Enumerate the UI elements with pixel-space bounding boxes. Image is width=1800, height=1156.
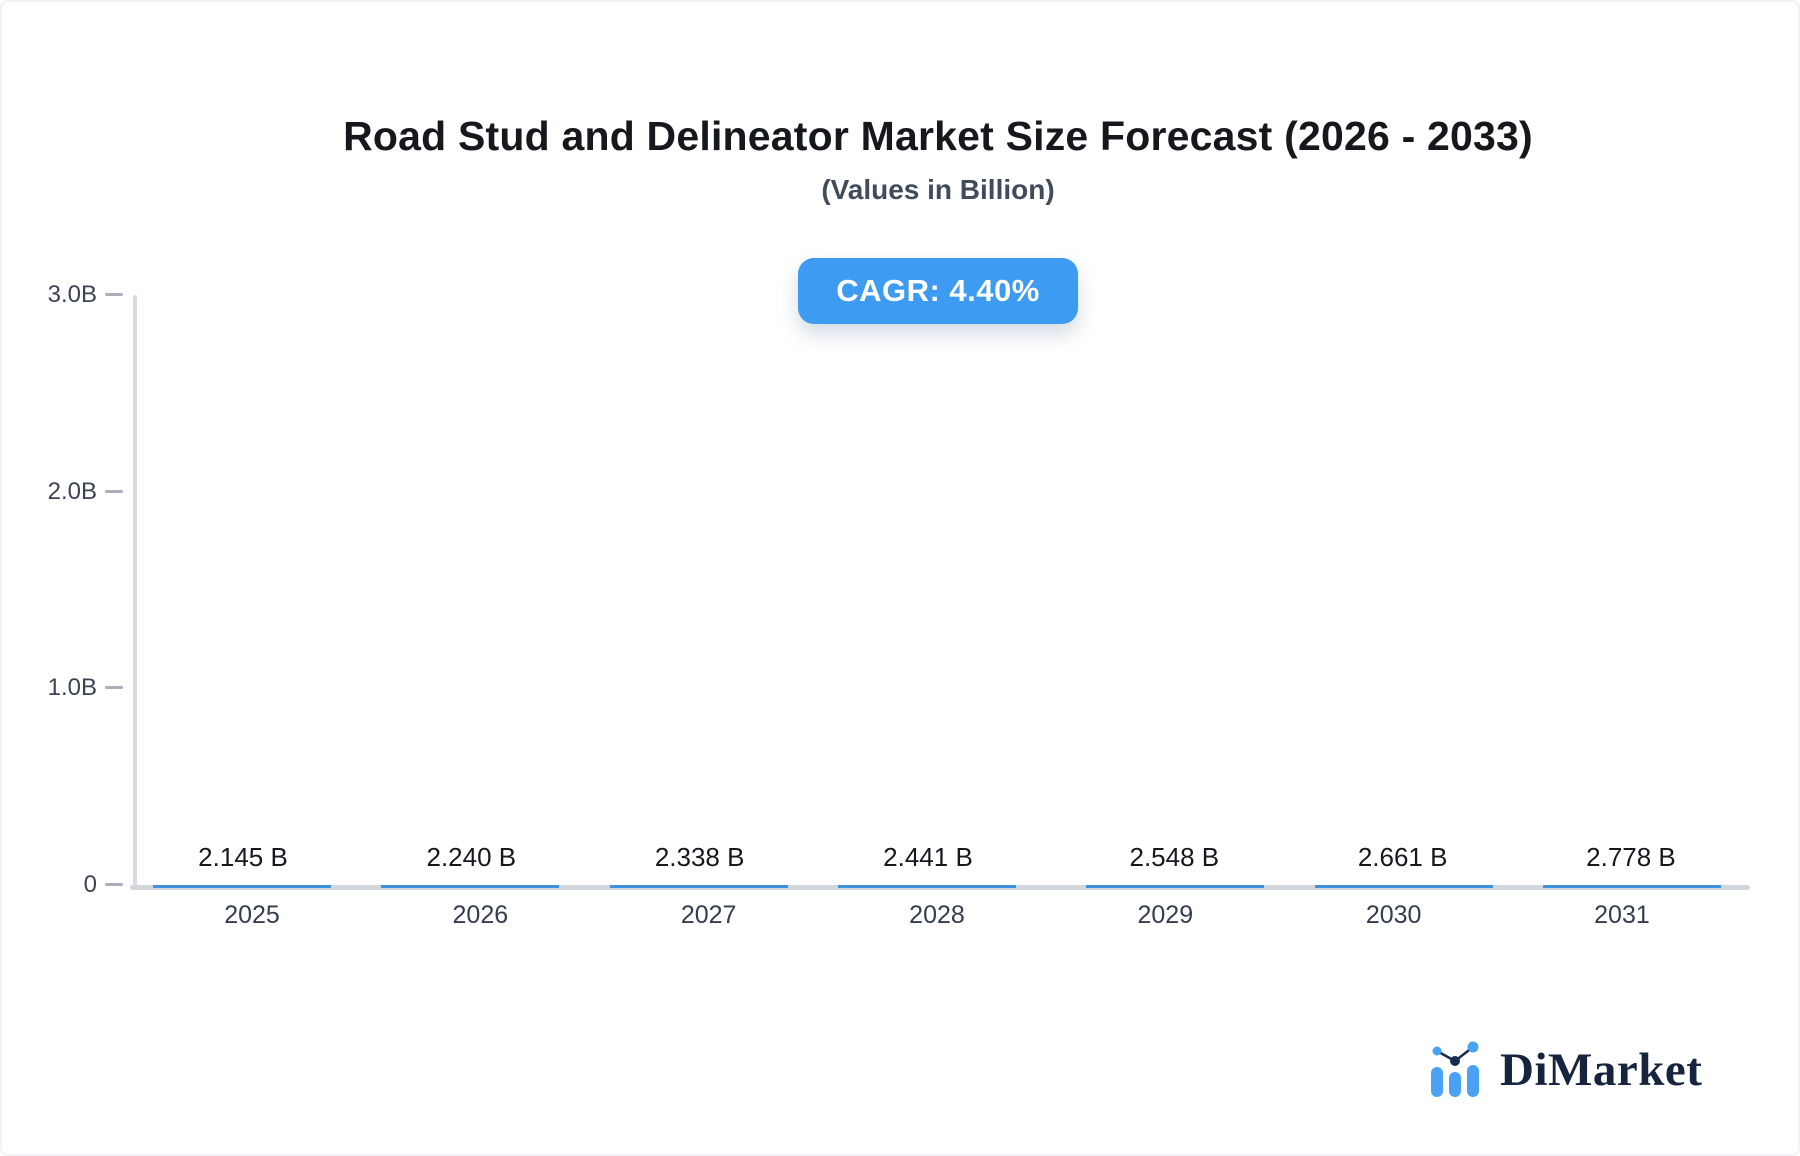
y-tick-mark (105, 293, 123, 296)
bar-value-label: 2.778 B (1586, 842, 1676, 872)
bar-value-label: 2.338 B (654, 842, 745, 872)
brand-logo: DiMarket (1424, 1038, 1702, 1102)
y-axis-line (133, 295, 137, 887)
x-tick-label: 2025 (224, 901, 280, 929)
bar-value-label: 2.661 B (1357, 842, 1448, 872)
bar-front-face (1542, 885, 1721, 888)
y-tick-label: 0 (83, 871, 97, 898)
y-tick-mark (105, 883, 123, 886)
cagr-badge-row: CAGR: 4.40% (132, 258, 1744, 324)
brand-name: DiMarket (1500, 1044, 1703, 1096)
x-tick-label: 2026 (452, 901, 509, 929)
chart-title: Road Stud and Delineator Market Size For… (343, 113, 1533, 159)
y-tick-label: 1.0B (47, 674, 97, 702)
bar-front-face (381, 885, 560, 888)
x-tick-label: 2030 (1365, 901, 1422, 929)
bar-front-face (609, 885, 788, 888)
bar-value-label: 2.240 B (426, 842, 517, 872)
bar-value-label: 2.145 B (198, 842, 288, 872)
plot-area: 2.145 B 2.240 B 2.338 B 2.441 B 2.548 B 2.661… (132, 295, 1744, 888)
chart-subtitle: (Values in Billion) (821, 174, 1055, 205)
bar-front-face (1314, 885, 1493, 888)
bar-slot: 2.548 B (1065, 842, 1265, 888)
x-tick-label: 2028 (909, 901, 965, 929)
bar-slot: 2.661 B (1294, 842, 1494, 888)
y-tick-mark (105, 489, 123, 493)
bar-slot: 2.145 B (152, 842, 352, 888)
bar-slot: 2.338 B (609, 842, 809, 888)
bar-value-label: 2.441 B (883, 842, 973, 872)
y-tick-label: 2.0B (47, 477, 97, 505)
cagr-badge: CAGR: 4.40% (798, 258, 1078, 324)
bar-value-label: 2.548 B (1129, 842, 1220, 872)
bar-series: 2.145 B 2.240 B 2.338 B 2.441 B 2.548 B 2.661… (132, 295, 1744, 888)
bar-front-face (153, 885, 331, 888)
bar-front-face (1086, 885, 1265, 888)
mini-bar-line-chart-icon (1431, 1041, 1479, 1097)
y-tick-label: 3.0B (47, 281, 97, 308)
x-tick-label: 2027 (680, 901, 737, 929)
x-tick-label: 2029 (1137, 901, 1194, 929)
x-axis-labels: 2025 2026 2027 2028 2029 2030 2031 (132, 901, 1744, 930)
bar-front-face (837, 885, 1016, 888)
y-axis: 0 1.0B 2.0B 3.0B (2, 281, 132, 898)
bar-slot: 2.240 B (380, 842, 580, 888)
bar-slot: 2.441 B (837, 842, 1037, 888)
x-tick-label: 2031 (1594, 901, 1650, 929)
y-tick-mark (105, 686, 123, 690)
bar-slot: 2.778 B (1522, 842, 1722, 888)
